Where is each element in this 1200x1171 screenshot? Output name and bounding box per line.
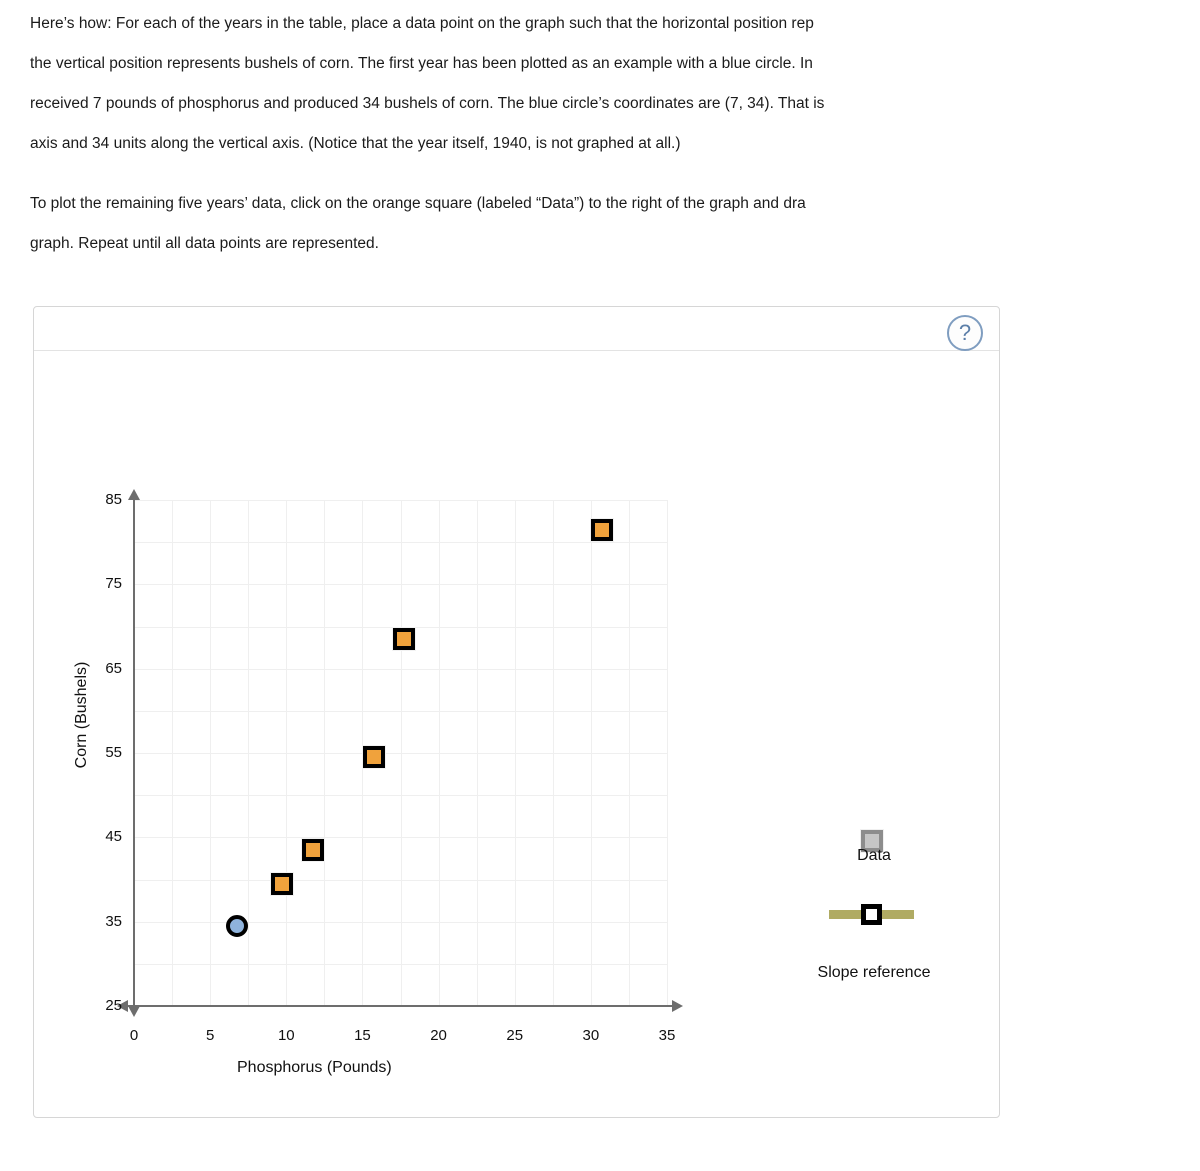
panel-header: ? xyxy=(34,307,999,351)
plot-area[interactable] xyxy=(134,500,668,1007)
instruction-line: received 7 pounds of phosphorus and prod… xyxy=(30,95,825,112)
data-point-marker[interactable] xyxy=(393,628,416,651)
data-point-marker[interactable] xyxy=(301,839,324,862)
y-tick-label: 75 xyxy=(105,575,122,593)
gridline-horizontal xyxy=(134,626,668,628)
x-tick-label: 35 xyxy=(658,1027,676,1044)
y-tick-label: 85 xyxy=(105,491,122,508)
slope-reference-handle[interactable] xyxy=(861,904,882,925)
gridline-horizontal xyxy=(134,879,668,881)
gridline-horizontal xyxy=(134,710,668,712)
x-tick-label: 15 xyxy=(354,1027,371,1044)
example-data-point[interactable] xyxy=(225,915,248,938)
y-axis-line xyxy=(133,495,135,1011)
graph-exercise-panel: ? 25 35 45 55 65 75 85 0 5 10 15 20 25 30 35 Phosphor… xyxy=(33,306,1000,1118)
instruction-line: the vertical position represents bushels… xyxy=(30,55,813,72)
data-palette-swatch[interactable] xyxy=(861,830,883,852)
y-tick-label: 45 xyxy=(105,828,122,846)
data-point-marker[interactable] xyxy=(271,872,294,895)
gridline-horizontal xyxy=(134,668,668,670)
y-tick-label: 65 xyxy=(105,659,122,677)
y-axis-up-arrow-icon xyxy=(128,489,140,500)
slope-reference-tool[interactable] xyxy=(794,899,954,929)
y-axis-down-arrow-icon xyxy=(128,1006,140,1017)
graph-stage[interactable]: 25 35 45 55 65 75 85 0 5 10 15 20 25 30 35 Phosphorus… xyxy=(34,351,999,1119)
x-tick-label: 25 xyxy=(506,1027,524,1044)
x-axis-line xyxy=(122,1005,678,1007)
instruction-paragraph-2: To plot the remaining five years’ data, … xyxy=(30,184,806,264)
help-icon[interactable]: ? xyxy=(947,315,983,351)
x-axis-title: Phosphorus (Pounds) xyxy=(237,1059,392,1076)
data-palette-label: Data xyxy=(857,847,891,864)
x-tick-label: 5 xyxy=(205,1027,215,1044)
gridline-horizontal xyxy=(134,795,668,797)
x-tick-label: 20 xyxy=(430,1027,447,1044)
y-tick-label: 25 xyxy=(105,997,122,1014)
instruction-line: graph. Repeat until all data points are … xyxy=(30,235,379,252)
instruction-line: Here’s how: For each of the years in the… xyxy=(30,15,814,32)
instruction-paragraph-1: Here’s how: For each of the years in the… xyxy=(30,4,824,164)
gridline-horizontal xyxy=(134,500,668,501)
slope-reference-label: Slope reference xyxy=(817,964,931,981)
x-tick-label: 30 xyxy=(582,1027,600,1044)
y-tick-label: 35 xyxy=(105,912,122,930)
x-tick-label: 10 xyxy=(277,1027,295,1044)
gridline-horizontal xyxy=(134,963,668,965)
gridline-horizontal xyxy=(134,584,668,586)
gridline-horizontal xyxy=(134,837,668,839)
data-point-marker[interactable] xyxy=(591,518,614,541)
y-tick-label: 55 xyxy=(105,744,122,761)
instruction-line: To plot the remaining five years’ data, … xyxy=(30,195,806,212)
x-axis-right-arrow-icon xyxy=(672,1000,683,1012)
x-axis-left-arrow-icon xyxy=(117,1000,128,1012)
instruction-line: axis and 34 units along the vertical axi… xyxy=(30,135,681,152)
gridline-horizontal xyxy=(134,921,668,923)
y-axis-title: Corn (Bushels) xyxy=(73,661,90,769)
gridline-horizontal xyxy=(134,753,668,754)
x-tick-label: 0 xyxy=(129,1027,139,1044)
gridline-horizontal xyxy=(134,542,668,544)
data-point-marker[interactable] xyxy=(362,746,385,769)
